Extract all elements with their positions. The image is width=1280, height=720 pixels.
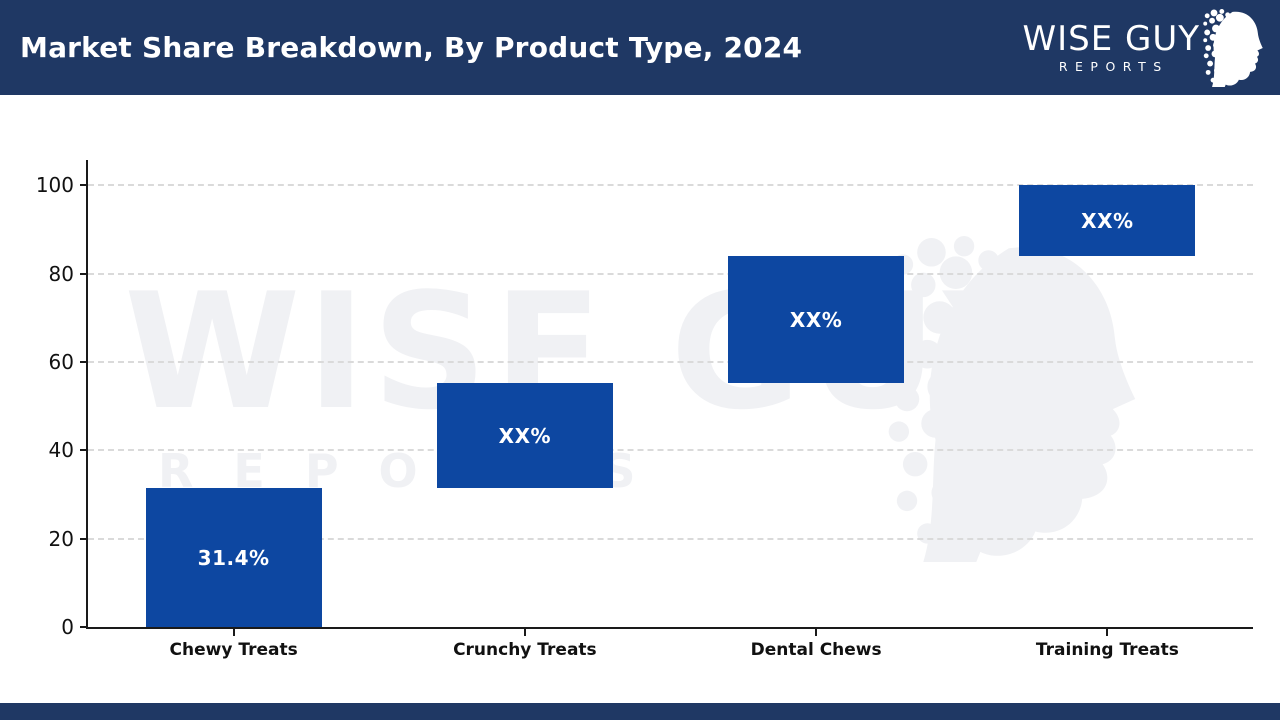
logo-title: WISE GUY (1022, 19, 1200, 60)
y-tick-label-0: 0 (61, 615, 74, 639)
footer-bar (0, 703, 1280, 720)
watermark-head-icon (886, 236, 1136, 562)
bar-training-treats: XX% (1019, 185, 1196, 257)
gridline-20 (88, 537, 1253, 540)
page-title: Market Share Breakdown, By Product Type,… (20, 31, 803, 64)
y-tick-mark-80 (80, 272, 88, 275)
y-tick-label-80: 80 (48, 261, 74, 286)
x-axis (86, 627, 1253, 629)
wise-guy-logo: WISE GUY REPORTS (1022, 8, 1266, 88)
x-tick-mark-0 (232, 629, 235, 636)
y-tick-label-40: 40 (48, 438, 74, 463)
bar-crunchy-treats: XX% (436, 383, 613, 489)
x-tick-mark-2 (815, 629, 818, 636)
gridline-80 (88, 272, 1253, 275)
logo-head-icon (1203, 9, 1263, 87)
x-tick-label-1: Crunchy Treats (453, 640, 597, 660)
y-tick-label-20: 20 (48, 526, 74, 551)
bar-dental-chews: XX% (728, 256, 905, 384)
gridline-60 (88, 361, 1253, 364)
y-tick-label-100: 100 (35, 173, 74, 198)
x-tick-mark-1 (523, 629, 526, 636)
y-tick-mark-100 (80, 184, 88, 187)
y-tick-mark-60 (80, 361, 88, 364)
logo-text: WISE GUY REPORTS (1022, 19, 1200, 74)
x-tick-label-3: Training Treats (1035, 640, 1179, 660)
y-tick-mark-20 (80, 537, 88, 540)
bar-value-label: 31.4% (197, 545, 270, 570)
gridline-40 (88, 449, 1253, 452)
y-tick-label-60: 60 (48, 350, 74, 375)
y-axis (86, 160, 88, 629)
bar-value-label: XX% (1081, 208, 1134, 233)
header-bar: Market Share Breakdown, By Product Type,… (0, 0, 1280, 95)
gridline-100 (88, 184, 1253, 187)
x-tick-label-2: Dental Chews (750, 640, 882, 660)
y-tick-mark-0 (80, 626, 88, 628)
y-tick-mark-40 (80, 449, 88, 452)
logo-subtitle: REPORTS (1058, 58, 1169, 74)
bar-value-label: XX% (789, 307, 843, 332)
x-tick-mark-3 (1106, 629, 1109, 636)
x-tick-label-0: Chewy Treats (169, 640, 298, 660)
bar-chewy-treats: 31.4% (145, 488, 322, 627)
bar-value-label: XX% (498, 423, 552, 448)
